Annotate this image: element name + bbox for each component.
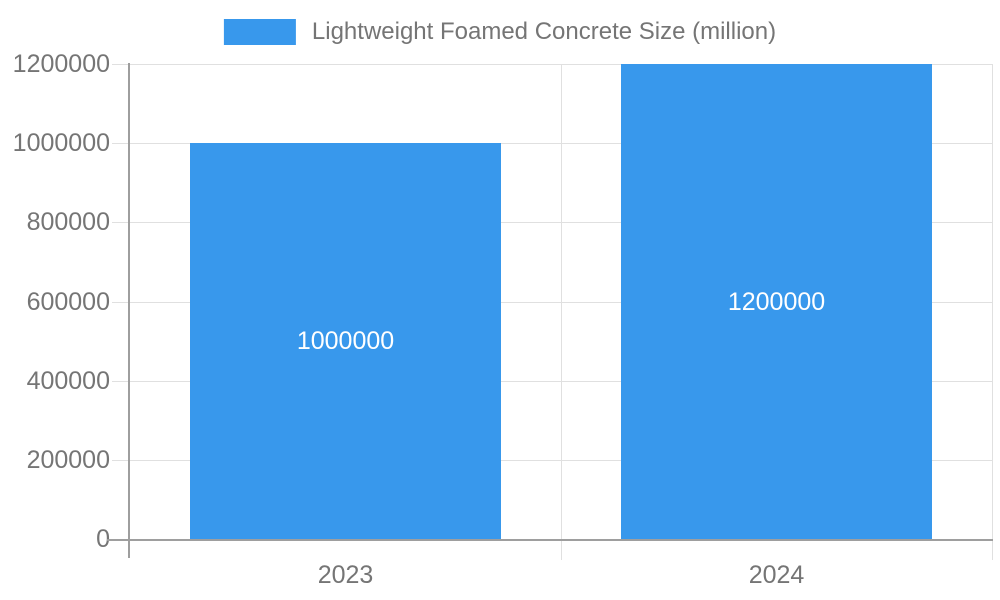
y-tick-label: 200000 xyxy=(26,446,110,474)
y-gridline xyxy=(112,143,992,144)
legend-label: Lightweight Foamed Concrete Size (millio… xyxy=(311,18,777,45)
y-tick-label: 1200000 xyxy=(12,50,110,78)
y-tick-label: 600000 xyxy=(26,288,110,316)
y-gridline xyxy=(112,460,992,461)
y-tick-label: 1000000 xyxy=(12,129,110,157)
legend-item[interactable]: Lightweight Foamed Concrete Size (millio… xyxy=(223,18,777,46)
y-tick-label: 0 xyxy=(96,525,110,553)
x-axis-tick xyxy=(992,541,993,560)
y-gridline xyxy=(112,381,992,382)
y-tick-label: 400000 xyxy=(26,367,110,395)
x-tick-label: 2023 xyxy=(317,561,374,589)
bar-value-label: 1200000 xyxy=(727,288,826,316)
x-axis-line xyxy=(107,539,993,541)
legend-swatch xyxy=(223,19,296,45)
bar-2023[interactable]: 1000000 xyxy=(190,143,501,539)
y-gridline xyxy=(112,64,992,65)
bar-2024[interactable]: 1200000 xyxy=(621,64,932,539)
y-tick-label: 800000 xyxy=(26,208,110,236)
y-axis-line xyxy=(128,63,130,558)
x-axis-tick xyxy=(561,541,562,560)
x-tick-label: 2024 xyxy=(748,561,805,589)
y-gridline xyxy=(112,302,992,303)
y-gridline xyxy=(112,222,992,223)
bar-value-label: 1000000 xyxy=(296,327,395,355)
category-separator-gridline xyxy=(561,64,562,539)
category-separator-gridline xyxy=(992,64,993,539)
